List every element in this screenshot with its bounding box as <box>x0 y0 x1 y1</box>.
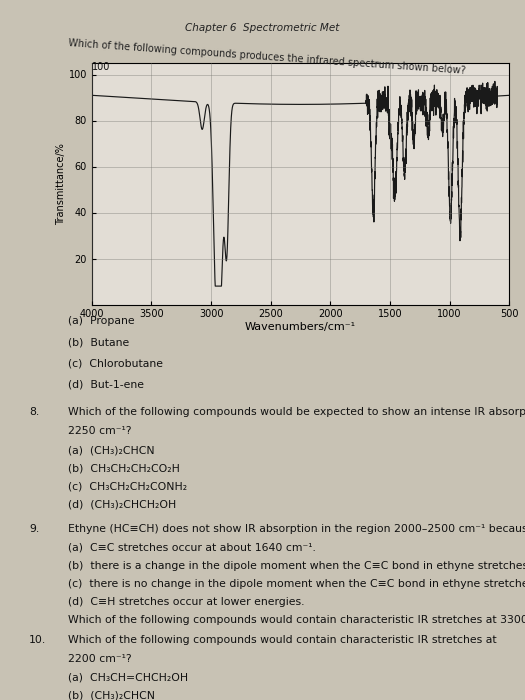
Text: (b)  Butane: (b) Butane <box>68 337 130 347</box>
Text: 100: 100 <box>92 62 110 72</box>
Text: Which of the following compounds produces the infrared spectrum shown below?: Which of the following compounds produce… <box>68 38 466 76</box>
Text: Chapter 6  Spectrometric Met: Chapter 6 Spectrometric Met <box>185 23 340 33</box>
Text: (a)  (CH₃)₂CHCN: (a) (CH₃)₂CHCN <box>68 445 155 455</box>
Text: (d)  (CH₃)₂CHCH₂OH: (d) (CH₃)₂CHCH₂OH <box>68 500 176 510</box>
Text: Ethyne (HC≡CH) does not show IR absorption in the region 2000–2500 cm⁻¹ because: Ethyne (HC≡CH) does not show IR absorpti… <box>68 524 525 533</box>
Text: 10.: 10. <box>29 635 46 645</box>
Text: 2250 cm⁻¹?: 2250 cm⁻¹? <box>68 426 132 436</box>
Text: (a)  Propane: (a) Propane <box>68 316 135 326</box>
X-axis label: Wavenumbers/cm⁻¹: Wavenumbers/cm⁻¹ <box>245 322 356 332</box>
Text: 9.: 9. <box>29 524 39 533</box>
Text: 2200 cm⁻¹?: 2200 cm⁻¹? <box>68 654 132 664</box>
Text: (b)  CH₃CH₂CH₂CO₂H: (b) CH₃CH₂CH₂CO₂H <box>68 463 180 473</box>
Text: (a)  C≡C stretches occur at about 1640 cm⁻¹.: (a) C≡C stretches occur at about 1640 cm… <box>68 542 316 552</box>
Text: (c)  there is no change in the dipole moment when the C≡C bond in ethyne stretch: (c) there is no change in the dipole mom… <box>68 579 525 589</box>
Text: (c)  CH₃CH₂CH₂CONH₂: (c) CH₃CH₂CH₂CONH₂ <box>68 482 187 491</box>
Text: (d)  C≡H stretches occur at lower energies.: (d) C≡H stretches occur at lower energie… <box>68 597 304 607</box>
Text: 8.: 8. <box>29 407 39 417</box>
Text: (b)  there is a change in the dipole moment when the C≡C bond in ethyne stretche: (b) there is a change in the dipole mome… <box>68 561 525 570</box>
Text: (c)  Chlorobutane: (c) Chlorobutane <box>68 358 163 368</box>
Text: Which of the following compounds would contain characteristic IR stretches at 33: Which of the following compounds would c… <box>68 615 525 625</box>
Text: Which of the following compounds would contain characteristic IR stretches at: Which of the following compounds would c… <box>68 635 497 645</box>
Text: Which of the following compounds would be expected to show an intense IR absorpt: Which of the following compounds would b… <box>68 407 525 417</box>
Text: (d)  But-1-ene: (d) But-1-ene <box>68 379 144 389</box>
Text: (b)  (CH₃)₂CHCN: (b) (CH₃)₂CHCN <box>68 691 155 700</box>
Text: (a)  CH₃CH=CHCH₂OH: (a) CH₃CH=CHCH₂OH <box>68 673 188 682</box>
Y-axis label: Transmittance/%: Transmittance/% <box>56 143 66 225</box>
